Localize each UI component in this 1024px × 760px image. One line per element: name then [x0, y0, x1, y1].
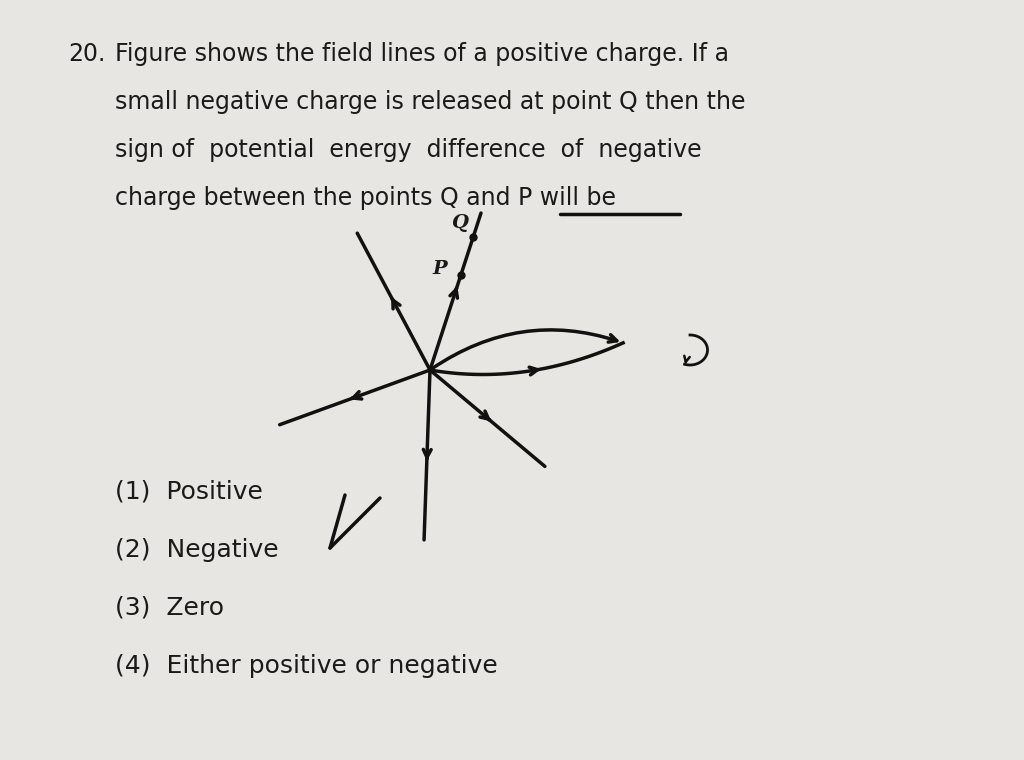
- Text: 20.: 20.: [68, 42, 105, 66]
- Text: charge between the points Q and P will be: charge between the points Q and P will b…: [115, 186, 616, 210]
- Text: P: P: [433, 260, 447, 278]
- Text: (2)  Negative: (2) Negative: [115, 538, 279, 562]
- Text: (4)  Either positive or negative: (4) Either positive or negative: [115, 654, 498, 678]
- FancyArrowPatch shape: [432, 330, 616, 369]
- Text: Q: Q: [452, 214, 468, 232]
- Text: sign of  potential  energy  difference  of  negative: sign of potential energy difference of n…: [115, 138, 701, 162]
- Text: small negative charge is released at point Q then the: small negative charge is released at poi…: [115, 90, 745, 114]
- Text: (1)  Positive: (1) Positive: [115, 480, 263, 504]
- Text: Figure shows the field lines of a positive charge. If a: Figure shows the field lines of a positi…: [115, 42, 729, 66]
- Text: (3)  Zero: (3) Zero: [115, 596, 224, 620]
